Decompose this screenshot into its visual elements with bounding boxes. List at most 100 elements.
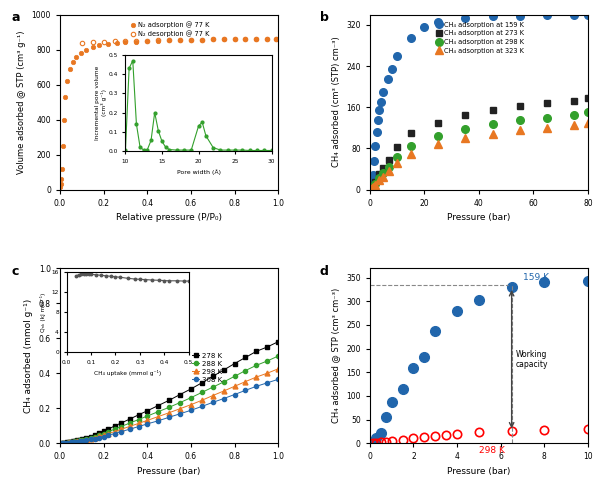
CH₄ adsorption at 273 K — [571, 97, 578, 103]
298 K — [111, 429, 118, 434]
N₂ desorption @ 77 K — [263, 36, 271, 42]
278 K — [76, 437, 83, 443]
N₂ adsorption @ 77 K — [58, 166, 65, 171]
288 K — [275, 353, 282, 359]
N₂ desorption @ 77 K — [133, 38, 140, 44]
CH₄ adsorption at 323 K — [394, 160, 401, 166]
288 K — [135, 417, 142, 423]
Line: CH₄ adsorption at 298 K: CH₄ adsorption at 298 K — [367, 109, 592, 193]
CH₄ adsorption at 159 K — [368, 182, 375, 187]
308 K — [63, 440, 70, 446]
CH₄ adsorption at 323 K — [461, 135, 469, 141]
CH₄ adsorption at 298 K — [370, 184, 377, 189]
N₂ adsorption @ 77 K — [187, 37, 194, 43]
308 K — [176, 411, 184, 417]
Line: N₂ desorption @ 77 K: N₂ desorption @ 77 K — [80, 37, 278, 45]
308 K — [209, 399, 217, 405]
278 K — [71, 438, 79, 444]
CH₄ adsorption at 273 K — [368, 185, 375, 191]
288 K — [87, 435, 94, 441]
298 K — [242, 379, 249, 385]
308 K — [65, 440, 73, 446]
298 K — [275, 366, 282, 372]
278 K — [209, 374, 217, 379]
CH₄ adsorption at 298 K — [367, 186, 374, 192]
CH₄ adsorption at 273 K — [584, 95, 592, 101]
278 K — [83, 435, 90, 441]
CH₄ adsorption at 159 K — [407, 35, 415, 41]
278 K — [118, 420, 125, 426]
298 K — [95, 433, 103, 439]
N₂ desorption @ 77 K — [111, 38, 118, 44]
Line: CH₄ adsorption at 323 K: CH₄ adsorption at 323 K — [367, 119, 592, 193]
278 K — [198, 380, 205, 386]
N₂ adsorption @ 77 K — [198, 37, 205, 42]
Text: c: c — [12, 265, 19, 278]
308 K — [118, 429, 125, 434]
298 K — [67, 439, 74, 445]
278 K — [65, 439, 73, 445]
288 K — [100, 431, 107, 436]
N₂ adsorption @ 77 K — [73, 54, 80, 59]
CH₄ adsorption at 298 K — [380, 170, 387, 176]
N₂ adsorption @ 77 K — [143, 38, 151, 44]
Legend: N₂ adsorption @ 77 K, N₂ desorption @ 77 K: N₂ adsorption @ 77 K, N₂ desorption @ 77… — [129, 19, 211, 39]
308 K — [59, 440, 66, 446]
N₂ adsorption @ 77 K — [155, 38, 162, 44]
308 K — [76, 438, 83, 444]
278 K — [87, 433, 94, 439]
278 K — [143, 408, 151, 414]
298 K — [59, 440, 66, 446]
X-axis label: Pressure (bar): Pressure (bar) — [447, 467, 511, 476]
N₂ adsorption @ 77 K — [62, 94, 69, 100]
298 K — [155, 413, 162, 419]
N₂ adsorption @ 77 K — [64, 78, 71, 84]
CH₄ adsorption at 298 K — [368, 186, 375, 191]
CH₄ adsorption at 273 K — [385, 157, 392, 163]
298 K — [253, 374, 260, 380]
CH₄ adsorption at 323 K — [370, 184, 377, 190]
CH₄ adsorption at 323 K — [544, 125, 551, 131]
CH₄ adsorption at 298 K — [394, 154, 401, 160]
Line: CH₄ adsorption at 159 K: CH₄ adsorption at 159 K — [367, 11, 592, 192]
X-axis label: Pressure (bar): Pressure (bar) — [447, 213, 511, 222]
CH₄ adsorption at 159 K — [380, 89, 387, 94]
288 K — [111, 426, 118, 432]
298 K — [83, 437, 90, 443]
CH₄ adsorption at 273 K — [367, 186, 374, 191]
Legend: 278 K, 288 K, 298 K, 308 K: 278 K, 288 K, 298 K, 308 K — [190, 351, 224, 385]
288 K — [67, 439, 74, 445]
278 K — [166, 397, 173, 403]
278 K — [78, 436, 85, 442]
278 K — [59, 440, 66, 446]
N₂ adsorption @ 77 K — [61, 117, 68, 123]
CH₄ adsorption at 159 K — [371, 143, 379, 149]
Y-axis label: Volume adsorbed @ STP (cm³ g⁻¹): Volume adsorbed @ STP (cm³ g⁻¹) — [17, 30, 26, 174]
CH₄ adsorption at 159 K — [377, 99, 385, 105]
288 K — [61, 440, 68, 446]
308 K — [275, 376, 282, 382]
N₂ adsorption @ 77 K — [57, 184, 64, 190]
298 K — [220, 388, 227, 394]
Legend: CH₄ adsorption at 159 K, CH₄ adsorption at 273 K, CH₄ adsorption at 298 K, CH₄ a: CH₄ adsorption at 159 K, CH₄ adsorption … — [434, 19, 526, 56]
298 K — [61, 440, 68, 446]
308 K — [111, 431, 118, 436]
CH₄ adsorption at 298 K — [489, 121, 496, 127]
298 K — [104, 431, 112, 437]
308 K — [74, 439, 81, 445]
308 K — [67, 440, 74, 446]
CH₄ adsorption at 273 K — [544, 100, 551, 106]
N₂ adsorption @ 77 K — [77, 50, 85, 56]
298 K — [187, 402, 194, 408]
288 K — [209, 384, 217, 390]
278 K — [91, 432, 98, 438]
N₂ adsorption @ 77 K — [242, 36, 249, 42]
308 K — [71, 439, 79, 445]
298 K — [63, 440, 70, 446]
CH₄ adsorption at 273 K — [394, 145, 401, 150]
298 K — [126, 424, 133, 430]
298 K — [198, 397, 205, 403]
CH₄ adsorption at 323 K — [376, 177, 383, 183]
308 K — [143, 421, 151, 427]
CH₄ adsorption at 273 K — [434, 120, 442, 126]
